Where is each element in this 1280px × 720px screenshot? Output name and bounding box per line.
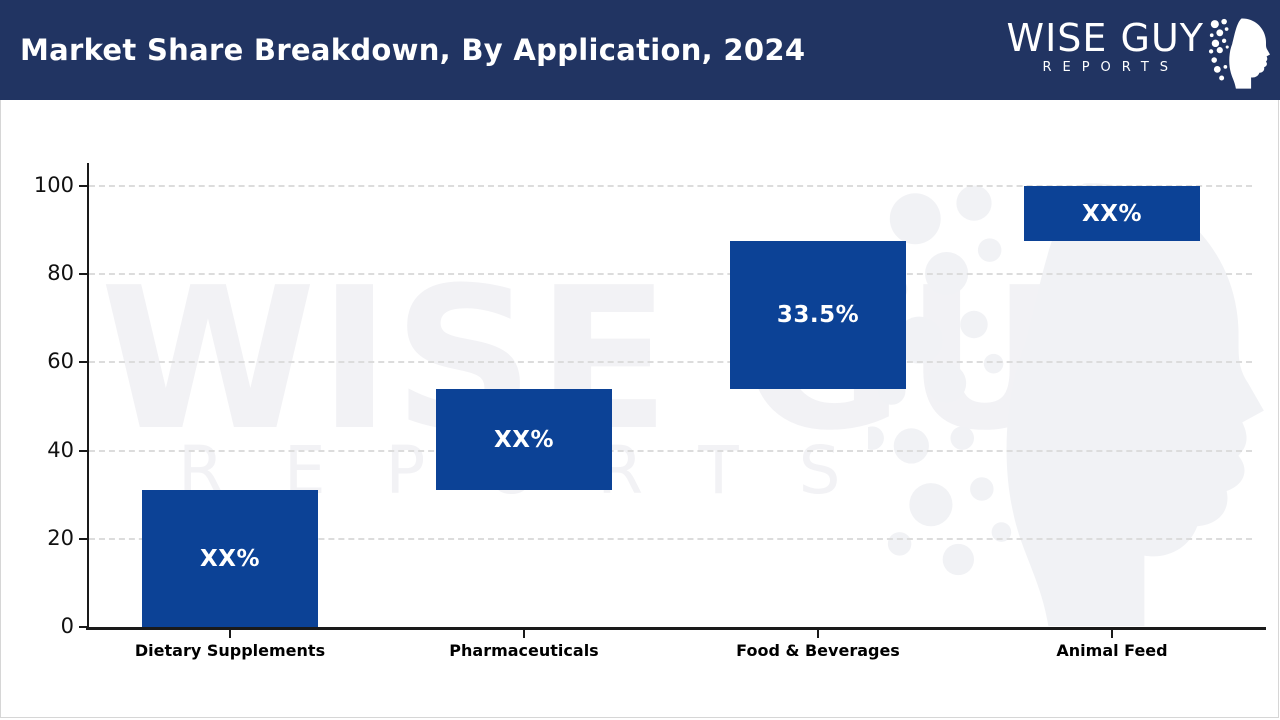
gridline [89,537,1252,540]
gridline [89,449,1252,452]
head-profile-watermark-icon [868,183,1264,627]
gridline [89,273,1252,276]
y-axis-tick [79,273,87,276]
x-axis-tick [229,630,231,638]
bar-value-label: XX% [1081,200,1142,227]
bar-value-label: XX% [493,426,554,453]
logo-text: WISE GUY REPORTS [1007,18,1204,75]
bar-value-label: XX% [199,545,260,572]
header-bar: Market Share Breakdown, By Application, … [0,0,1280,100]
x-axis-label-animal-feed: Animal Feed [1056,641,1168,660]
y-axis-tick [79,449,87,452]
y-axis-tick [79,185,87,187]
logo-reports: REPORTS [1042,60,1180,75]
y-axis [87,163,89,629]
x-axis [86,627,1266,630]
y-axis-tick-label: 60 [47,349,74,374]
x-axis-label-pharmaceuticals: Pharmaceuticals [449,641,599,660]
y-axis-tick-label: 40 [47,437,74,462]
x-axis-tick [817,630,819,638]
bar-value-label: 33.5% [776,301,860,328]
y-axis-tick-label: 100 [33,173,74,197]
x-axis-label-dietary-supplements: Dietary Supplements [134,641,326,660]
logo-wise-guy: WISE GUY [1006,16,1204,60]
y-axis-tick-label: 0 [60,614,74,638]
bar-animal-feed: XX% [1024,186,1200,242]
gridline [89,185,1252,187]
wise-guy-reports-logo: WISE GUY REPORTS [1006,8,1270,94]
y-axis-tick-label: 20 [47,525,74,550]
bar-food-beverages: 33.5% [730,241,906,389]
bar-dietary-supplements: XX% [142,490,318,627]
y-axis-tick [79,626,87,628]
y-axis-tick [79,537,87,540]
chart-frame [0,100,1279,718]
x-axis-tick [523,630,525,638]
gridline [89,361,1252,364]
y-axis-tick [79,361,87,364]
chart-title: Market Share Breakdown, By Application, … [20,33,806,67]
x-axis-label-food-beverages: Food & Beverages [736,641,900,660]
head-profile-logo-icon [1208,18,1270,89]
bar-pharmaceuticals: XX% [436,388,612,491]
x-axis-tick [1111,630,1113,638]
y-axis-tick-label: 80 [47,261,74,286]
